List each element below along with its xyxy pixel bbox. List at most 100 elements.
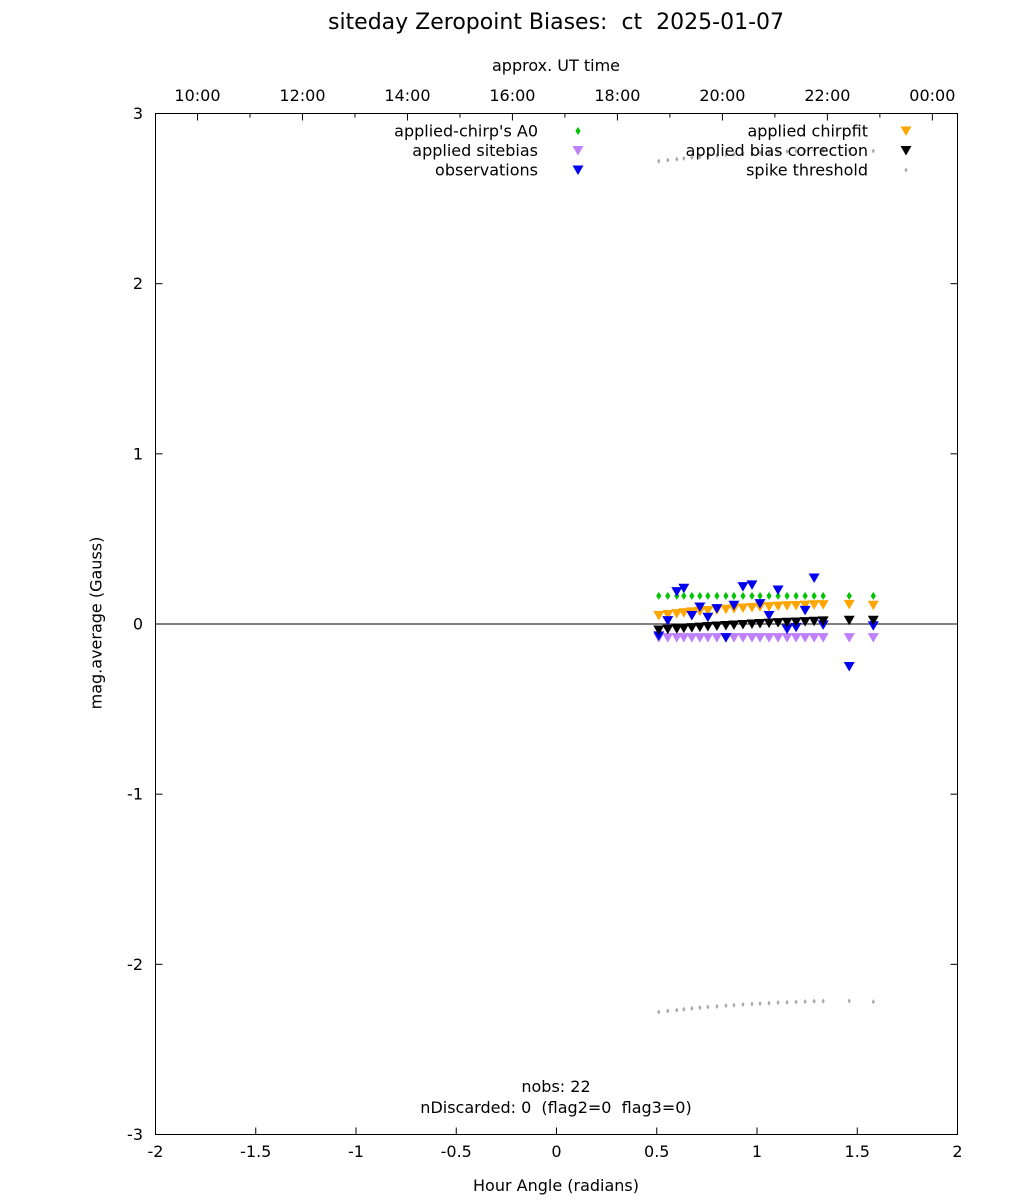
data-point-spike-threshold-lower- bbox=[666, 1008, 670, 1014]
data-point-applied-chirp-s-a0 bbox=[802, 591, 808, 600]
y-tick-label: 3 bbox=[133, 104, 143, 123]
data-point-applied-chirpfit bbox=[720, 604, 732, 615]
data-point-applied-bias-correction bbox=[653, 625, 665, 635]
data-point-observations bbox=[799, 605, 811, 616]
data-point-spike-threshold-lower- bbox=[750, 1001, 754, 1007]
ut-tick-label: 12:00 bbox=[279, 86, 325, 105]
data-point-applied-sitebias bbox=[662, 633, 674, 643]
data-point-spike-threshold-upper- bbox=[732, 151, 736, 157]
data-point-applied-bias-correction bbox=[763, 618, 775, 629]
data-point-observations bbox=[671, 587, 683, 597]
ndiscarded-annotation: nDiscarded: 0 (flag2=0 flag3=0) bbox=[420, 1098, 692, 1117]
data-point-applied-sitebias bbox=[728, 633, 740, 643]
data-point-spike-threshold-lower- bbox=[794, 999, 798, 1005]
data-point-applied-bias-correction bbox=[737, 620, 749, 630]
y-tick-label: 1 bbox=[133, 444, 143, 463]
data-point-applied-bias-correction bbox=[799, 617, 811, 627]
data-point-applied-bias-correction bbox=[711, 621, 723, 632]
x-tick-label: 0 bbox=[551, 1142, 561, 1161]
data-point-spike-threshold-lower- bbox=[785, 999, 789, 1005]
data-point-spike-threshold-upper- bbox=[803, 148, 807, 154]
data-point-applied-chirpfit bbox=[763, 602, 775, 612]
ut-tick-label: 14:00 bbox=[384, 86, 430, 105]
data-point-applied-bias-correction bbox=[843, 615, 855, 626]
data-point-applied-chirp-s-a0 bbox=[681, 591, 687, 600]
legend-label: applied sitebias bbox=[412, 141, 538, 160]
y-tick-label: 2 bbox=[133, 274, 143, 293]
legend-label: observations bbox=[435, 161, 538, 180]
data-point-applied-chirp-s-a0 bbox=[757, 591, 763, 600]
data-point-applied-sitebias bbox=[671, 633, 683, 643]
data-point-spike-threshold-lower- bbox=[821, 998, 825, 1004]
data-point-applied-chirp-s-a0 bbox=[665, 591, 671, 600]
data-point-observations bbox=[763, 610, 775, 621]
data-point-applied-bias-correction bbox=[728, 620, 740, 631]
data-point-applied-chirp-s-a0 bbox=[705, 591, 711, 600]
y-tick-label: -1 bbox=[127, 785, 143, 804]
data-point-observations bbox=[867, 621, 879, 631]
data-point-applied-chirpfit bbox=[790, 600, 802, 611]
legend-label: spike threshold bbox=[746, 161, 868, 180]
data-point-applied-bias-correction bbox=[678, 623, 690, 634]
y-tick-label: -3 bbox=[127, 1125, 143, 1144]
data-point-applied-chirpfit bbox=[772, 601, 784, 612]
data-point-spike-threshold-lower- bbox=[767, 1000, 771, 1006]
data-point-applied-chirpfit bbox=[867, 600, 879, 611]
data-point-spike-threshold-upper- bbox=[871, 148, 875, 154]
x-tick-label: -0.5 bbox=[441, 1142, 472, 1161]
x-tick-label: 0.5 bbox=[644, 1142, 669, 1161]
data-point-spike-threshold-upper- bbox=[785, 148, 789, 155]
data-point-spike-threshold-lower- bbox=[803, 998, 807, 1005]
data-point-spike-threshold-upper- bbox=[847, 147, 851, 153]
data-point-applied-chirp-s-a0 bbox=[846, 591, 852, 600]
data-point-observations bbox=[662, 616, 674, 626]
data-point-observations bbox=[702, 612, 714, 623]
data-point-spike-threshold-lower- bbox=[698, 1005, 702, 1011]
data-point-applied-chirpfit bbox=[678, 608, 690, 618]
top-axis-label: approx. UT time bbox=[492, 56, 620, 75]
data-point-applied-sitebias bbox=[867, 633, 879, 643]
data-point-applied-sitebias bbox=[737, 633, 749, 643]
data-point-observations bbox=[754, 599, 766, 609]
data-point-applied-sitebias bbox=[817, 633, 829, 643]
data-point-applied-bias-correction bbox=[662, 624, 674, 635]
data-point-observations bbox=[694, 602, 706, 612]
data-point-applied-bias-correction bbox=[754, 618, 766, 629]
ut-tick-label: 18:00 bbox=[594, 86, 640, 105]
data-point-applied-chirpfit bbox=[702, 606, 714, 616]
data-point-spike-threshold-upper- bbox=[741, 151, 745, 157]
x-tick-label: 2 bbox=[952, 1142, 962, 1161]
data-point-applied-chirp-s-a0 bbox=[775, 591, 781, 600]
data-point-applied-chirpfit bbox=[737, 603, 749, 614]
ut-tick-label: 22:00 bbox=[804, 86, 850, 105]
y-tick-label: 0 bbox=[133, 615, 143, 634]
data-point-applied-sitebias bbox=[763, 633, 775, 643]
legend-marker-tiny-diamond bbox=[904, 167, 908, 173]
data-point-applied-chirp-s-a0 bbox=[714, 591, 720, 600]
data-point-applied-bias-correction bbox=[702, 622, 714, 632]
chart-title: siteday Zeropoint Biases: ct 2025-01-07 bbox=[327, 10, 785, 35]
ut-tick-label: 00:00 bbox=[909, 86, 955, 105]
data-point-applied-sitebias bbox=[746, 633, 758, 643]
data-point-observations bbox=[678, 583, 690, 594]
data-point-spike-threshold-upper- bbox=[794, 148, 798, 154]
data-point-spike-threshold-lower- bbox=[682, 1006, 686, 1012]
data-point-spike-threshold-upper- bbox=[724, 152, 728, 158]
data-point-spike-threshold-lower- bbox=[847, 998, 851, 1004]
data-point-spike-threshold-lower- bbox=[732, 1002, 736, 1008]
data-point-applied-sitebias bbox=[772, 633, 784, 643]
data-point-applied-chirp-s-a0 bbox=[689, 591, 695, 600]
data-point-observations bbox=[790, 622, 802, 633]
data-point-spike-threshold-upper- bbox=[675, 156, 679, 162]
data-point-spike-threshold-lower- bbox=[741, 1001, 745, 1008]
data-point-applied-chirpfit bbox=[781, 601, 793, 611]
data-point-applied-chirp-s-a0 bbox=[766, 591, 772, 600]
x-tick-label: -1 bbox=[348, 1142, 364, 1161]
data-point-spike-threshold-lower- bbox=[812, 998, 816, 1004]
data-point-spike-threshold-upper- bbox=[690, 154, 694, 161]
data-point-observations bbox=[808, 573, 820, 584]
legend-label: applied chirpfit bbox=[747, 122, 868, 141]
x-tick-label: 1 bbox=[752, 1142, 762, 1161]
legend-label: applied-chirp's A0 bbox=[394, 122, 538, 141]
ut-tick-label: 10:00 bbox=[174, 86, 220, 105]
